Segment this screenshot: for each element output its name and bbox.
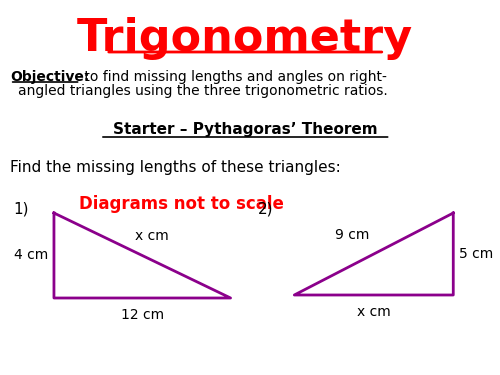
Text: 9 cm: 9 cm xyxy=(334,228,369,242)
Text: 5 cm: 5 cm xyxy=(459,247,494,261)
Text: 2): 2) xyxy=(258,202,274,217)
Text: Diagrams not to scale: Diagrams not to scale xyxy=(79,195,284,213)
Text: 12 cm: 12 cm xyxy=(120,308,164,322)
Text: angled triangles using the three trigonometric ratios.: angled triangles using the three trigono… xyxy=(18,84,388,98)
Text: x cm: x cm xyxy=(135,229,169,243)
Text: to find missing lengths and angles on right-: to find missing lengths and angles on ri… xyxy=(80,70,388,84)
Text: Find the missing lengths of these triangles:: Find the missing lengths of these triang… xyxy=(10,160,340,175)
Text: Trigonometry: Trigonometry xyxy=(77,16,413,60)
Text: 1): 1) xyxy=(14,202,29,217)
Text: Objective:: Objective: xyxy=(10,70,89,84)
Text: Starter – Pythagoras’ Theorem: Starter – Pythagoras’ Theorem xyxy=(113,122,378,137)
Text: x cm: x cm xyxy=(357,305,390,319)
Text: 4 cm: 4 cm xyxy=(14,248,48,262)
